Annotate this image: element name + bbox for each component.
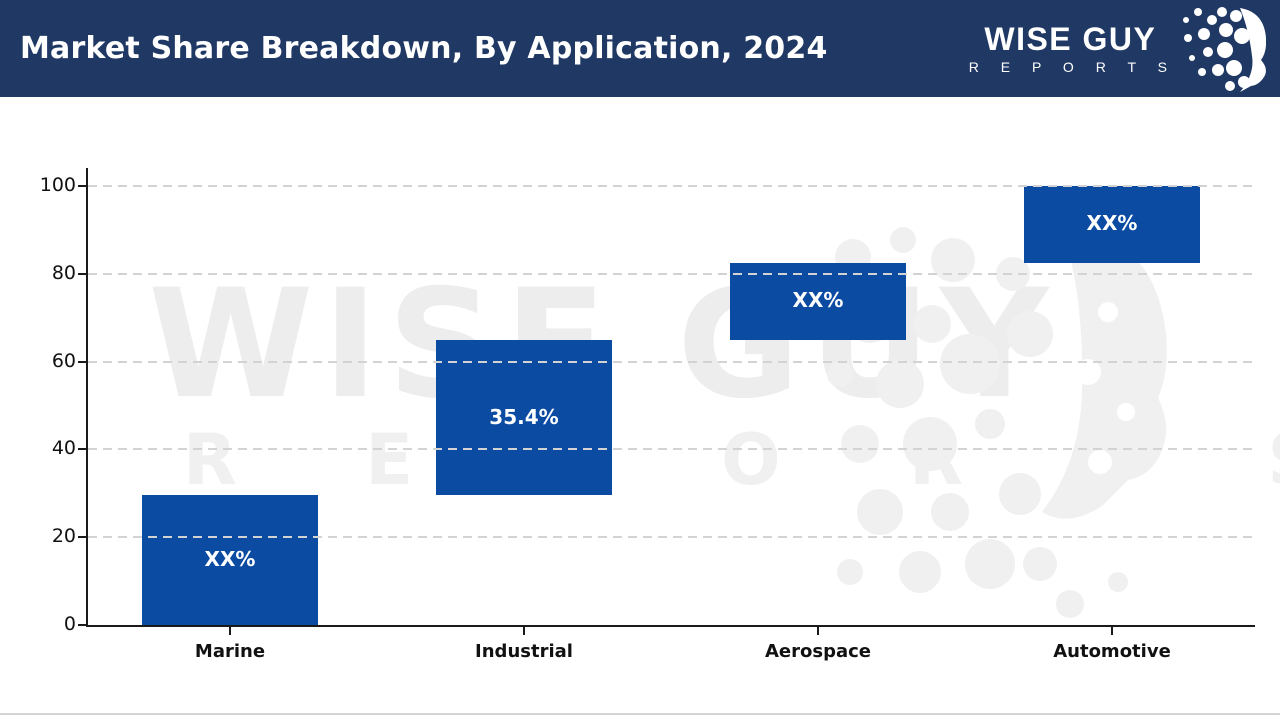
- bar-value-label: XX%: [792, 288, 844, 313]
- x-category-label: Marine: [194, 641, 266, 662]
- gridline: [88, 360, 1255, 363]
- y-tick-label: 40: [51, 437, 76, 460]
- y-tick-label: 60: [51, 349, 76, 372]
- gridline: [88, 185, 1255, 187]
- x-category-label: Industrial: [475, 641, 573, 662]
- y-axis-line: [86, 168, 88, 627]
- y-tick: [78, 448, 86, 451]
- bar-value-label: XX%: [1086, 211, 1138, 236]
- y-tick: [78, 624, 86, 626]
- x-tick: [1111, 627, 1113, 635]
- bar-value-label: 35.4%: [489, 404, 559, 429]
- bar-value-label: XX%: [204, 547, 256, 572]
- y-tick-label: 80: [51, 261, 76, 284]
- y-tick-label: 0: [63, 613, 76, 635]
- logo-text: WISE GUY R E P O R T S: [965, 23, 1176, 74]
- x-tick: [817, 627, 819, 635]
- y-tick-label: 100: [39, 174, 76, 196]
- gridline: [88, 536, 1255, 539]
- logo-subtitle: R E P O R T S: [968, 59, 1176, 75]
- bar-industrial: [436, 340, 612, 496]
- y-tick-label: 20: [51, 525, 76, 548]
- y-tick: [78, 536, 86, 539]
- gridline: [88, 448, 1255, 451]
- x-tick: [229, 627, 231, 635]
- x-axis-line: [86, 625, 1255, 627]
- logo-wordmark: WISE GUY: [984, 21, 1157, 57]
- logo-head-icon: [1183, 6, 1266, 92]
- bar-automotive: [1024, 186, 1200, 263]
- y-tick: [78, 360, 86, 363]
- y-tick: [78, 272, 86, 275]
- bar-aerospace: [730, 262, 906, 341]
- logo: WISE GUY R E P O R T S: [965, 4, 1266, 94]
- x-tick: [523, 627, 525, 635]
- x-category-label: Aerospace: [764, 641, 871, 662]
- footer-divider: [0, 713, 1280, 715]
- chart-title: Market Share Breakdown, By Application, …: [20, 31, 828, 66]
- header-bar: Market Share Breakdown, By Application, …: [0, 0, 1280, 97]
- y-tick: [78, 185, 86, 187]
- bar-marine: [142, 495, 318, 625]
- x-category-label: Automotive: [1053, 641, 1171, 662]
- gridline: [88, 272, 1255, 275]
